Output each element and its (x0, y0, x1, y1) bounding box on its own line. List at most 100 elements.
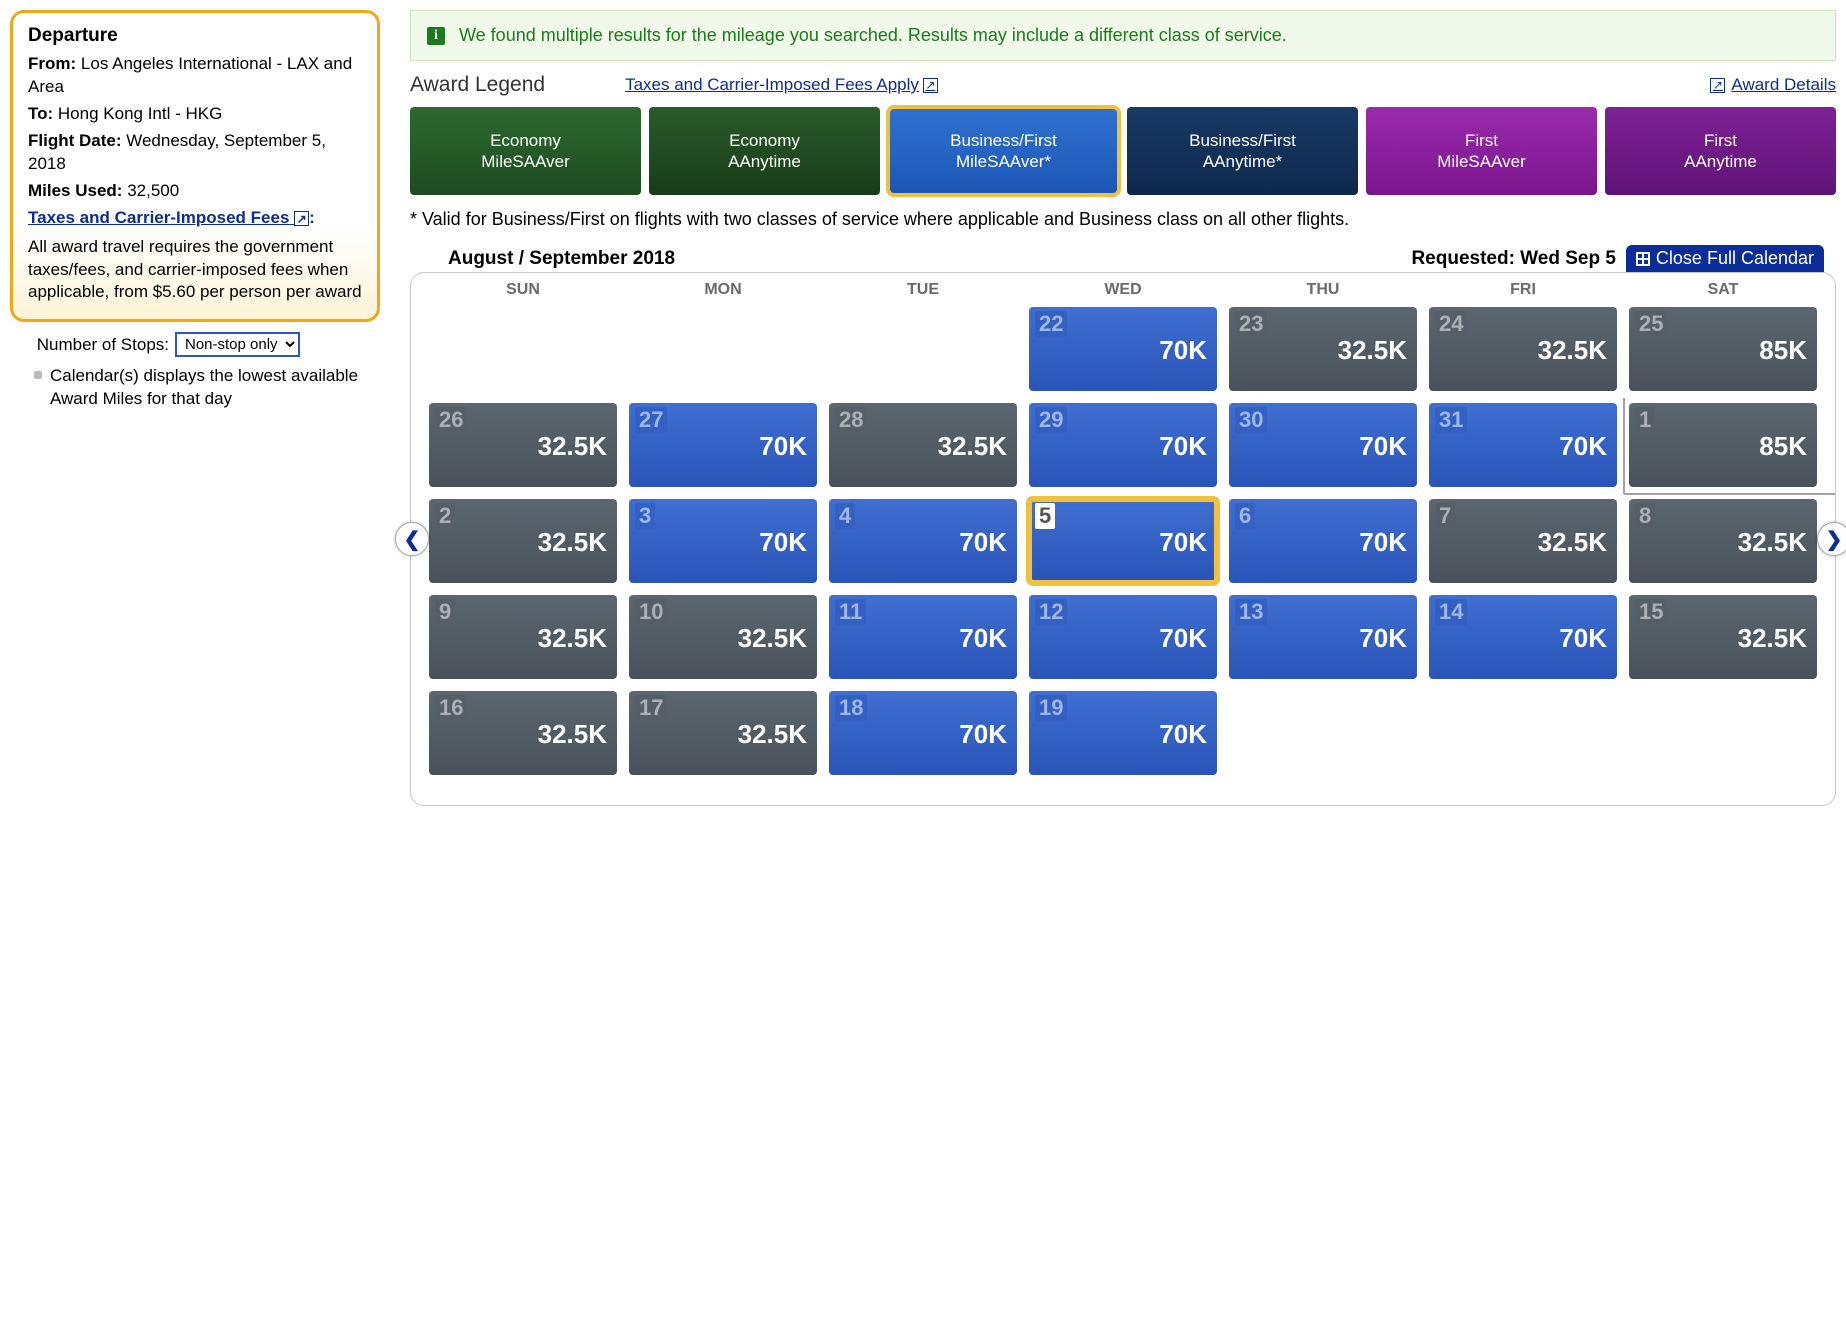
day-of-week-header: SUN (429, 277, 617, 303)
calendar-day-number: 8 (1635, 503, 1655, 529)
calendar-day-8[interactable]: 832.5K (1629, 499, 1817, 583)
calendar-day-3[interactable]: 370K (629, 499, 817, 583)
calendar-day-number: 16 (435, 695, 467, 721)
calendar-day-9[interactable]: 932.5K (429, 595, 617, 679)
calendar-day-number: 19 (1035, 695, 1067, 721)
calendar-requested: Requested: Wed Sep 5 (1411, 248, 1615, 270)
calendar-day-16[interactable]: 1632.5K (429, 691, 617, 775)
calendar-day-number: 29 (1035, 407, 1067, 433)
calendar-day-number: 28 (835, 407, 867, 433)
calendar-day-29[interactable]: 2970K (1029, 403, 1217, 487)
calendar-grid-icon (1636, 252, 1650, 266)
calendar-day-number: 13 (1235, 599, 1267, 625)
taxes-apply-link[interactable]: Taxes and Carrier-Imposed Fees Apply (625, 75, 938, 95)
calendar-day-number: 4 (835, 503, 855, 529)
calendar-day-miles: 32.5K (1229, 335, 1417, 366)
bullet-icon (34, 371, 42, 379)
calendar-day-number: 26 (435, 407, 467, 433)
award-tab-aanytime[interactable]: Business/FirstAAnytime* (1127, 107, 1358, 195)
day-of-week-header: FRI (1429, 277, 1617, 303)
calendar-day-number: 25 (1635, 311, 1667, 337)
calendar-day-23[interactable]: 2332.5K (1229, 307, 1417, 391)
calendar-day-5[interactable]: 570K (1029, 499, 1217, 583)
calendar-day-2[interactable]: 232.5K (429, 499, 617, 583)
calendar-day-6[interactable]: 670K (1229, 499, 1417, 583)
award-tab-aanytime[interactable]: FirstAAnytime (1605, 107, 1836, 195)
calendar-day-number: 22 (1035, 311, 1067, 337)
calendar-day-miles: 70K (829, 527, 1017, 558)
calendar-day-miles: 85K (1629, 431, 1817, 462)
from-value: Los Angeles International - LAX and Area (28, 54, 352, 96)
calendar-day-miles: 70K (1429, 431, 1617, 462)
calendar-day-miles: 70K (629, 527, 817, 558)
day-of-week-header: SAT (1629, 277, 1817, 303)
external-link-icon (923, 78, 938, 93)
calendar-day-14[interactable]: 1470K (1429, 595, 1617, 679)
calendar-day-27[interactable]: 2770K (629, 403, 817, 487)
calendar-day-miles: 70K (1429, 623, 1617, 654)
calendar-day-17[interactable]: 1732.5K (629, 691, 817, 775)
calendar-day-number: 12 (1035, 599, 1067, 625)
stops-select[interactable]: Non-stop only (175, 332, 300, 357)
calendar-day-26[interactable]: 2632.5K (429, 403, 617, 487)
calendar-day-25[interactable]: 2585K (1629, 307, 1817, 391)
calendar-day-miles: 70K (1029, 527, 1217, 558)
calendar-day-number: 23 (1235, 311, 1267, 337)
calendar-day-number: 18 (835, 695, 867, 721)
calendar-day-number: 14 (1435, 599, 1467, 625)
award-tab-milesaaver[interactable]: Business/FirstMileSAAver* (888, 107, 1119, 195)
calendar-day-miles: 70K (629, 431, 817, 462)
close-calendar-button[interactable]: Close Full Calendar (1626, 245, 1824, 272)
calendar-day-number: 3 (635, 503, 655, 529)
calendar-next-button[interactable]: ❯ (1817, 522, 1846, 556)
calendar-day-28[interactable]: 2832.5K (829, 403, 1017, 487)
calendar-day-miles: 32.5K (629, 623, 817, 654)
calendar-day-miles: 32.5K (429, 431, 617, 462)
calendar-month-title: August / September 2018 (448, 248, 675, 270)
calendar-day-10[interactable]: 1032.5K (629, 595, 817, 679)
info-icon: i (427, 27, 445, 45)
calendar-day-number: 5 (1035, 503, 1055, 529)
award-details-link[interactable]: Award Details (1710, 75, 1836, 95)
calendar-day-24[interactable]: 2432.5K (1429, 307, 1617, 391)
taxes-fees-link[interactable]: Taxes and Carrier-Imposed Fees (28, 208, 309, 227)
calendar-day-11[interactable]: 1170K (829, 595, 1017, 679)
calendar-day-30[interactable]: 3070K (1229, 403, 1417, 487)
calendar-day-miles: 70K (1029, 719, 1217, 750)
calendar-day-miles: 85K (1629, 335, 1817, 366)
calendar-day-1[interactable]: 185K (1629, 403, 1817, 487)
calendar-note: Calendar(s) displays the lowest availabl… (50, 365, 380, 411)
stops-label: Number of Stops: (37, 335, 169, 355)
calendar-day-22[interactable]: 2270K (1029, 307, 1217, 391)
award-tab-milesaaver[interactable]: EconomyMileSAAver (410, 107, 641, 195)
day-of-week-header: MON (629, 277, 817, 303)
calendar-day-number: 27 (635, 407, 667, 433)
calendar-day-miles: 32.5K (1629, 527, 1817, 558)
calendar-day-miles: 70K (1229, 527, 1417, 558)
calendar-day-15[interactable]: 1532.5K (1629, 595, 1817, 679)
award-tab-aanytime[interactable]: EconomyAAnytime (649, 107, 880, 195)
calendar-day-4[interactable]: 470K (829, 499, 1017, 583)
miles-used-label: Miles Used: (28, 181, 122, 200)
award-tab-milesaaver[interactable]: FirstMileSAAver (1366, 107, 1597, 195)
calendar-empty-cell (429, 307, 617, 391)
day-of-week-header: WED (1029, 277, 1217, 303)
calendar-day-31[interactable]: 3170K (1429, 403, 1617, 487)
calendar-day-miles: 32.5K (1629, 623, 1817, 654)
calendar-day-number: 15 (1635, 599, 1667, 625)
calendar-prev-button[interactable]: ❮ (395, 522, 429, 556)
flight-date-label: Flight Date: (28, 131, 122, 150)
calendar-day-number: 11 (835, 599, 866, 625)
calendar-day-number: 30 (1235, 407, 1267, 433)
calendar-day-number: 24 (1435, 311, 1467, 337)
from-label: From: (28, 54, 76, 73)
calendar-day-7[interactable]: 732.5K (1429, 499, 1617, 583)
calendar-day-19[interactable]: 1970K (1029, 691, 1217, 775)
calendar-day-miles: 70K (829, 719, 1017, 750)
calendar-day-miles: 70K (1229, 623, 1417, 654)
info-banner-text: We found multiple results for the mileag… (459, 25, 1287, 46)
calendar-day-12[interactable]: 1270K (1029, 595, 1217, 679)
calendar-day-18[interactable]: 1870K (829, 691, 1017, 775)
calendar-day-miles: 32.5K (829, 431, 1017, 462)
calendar-day-13[interactable]: 1370K (1229, 595, 1417, 679)
